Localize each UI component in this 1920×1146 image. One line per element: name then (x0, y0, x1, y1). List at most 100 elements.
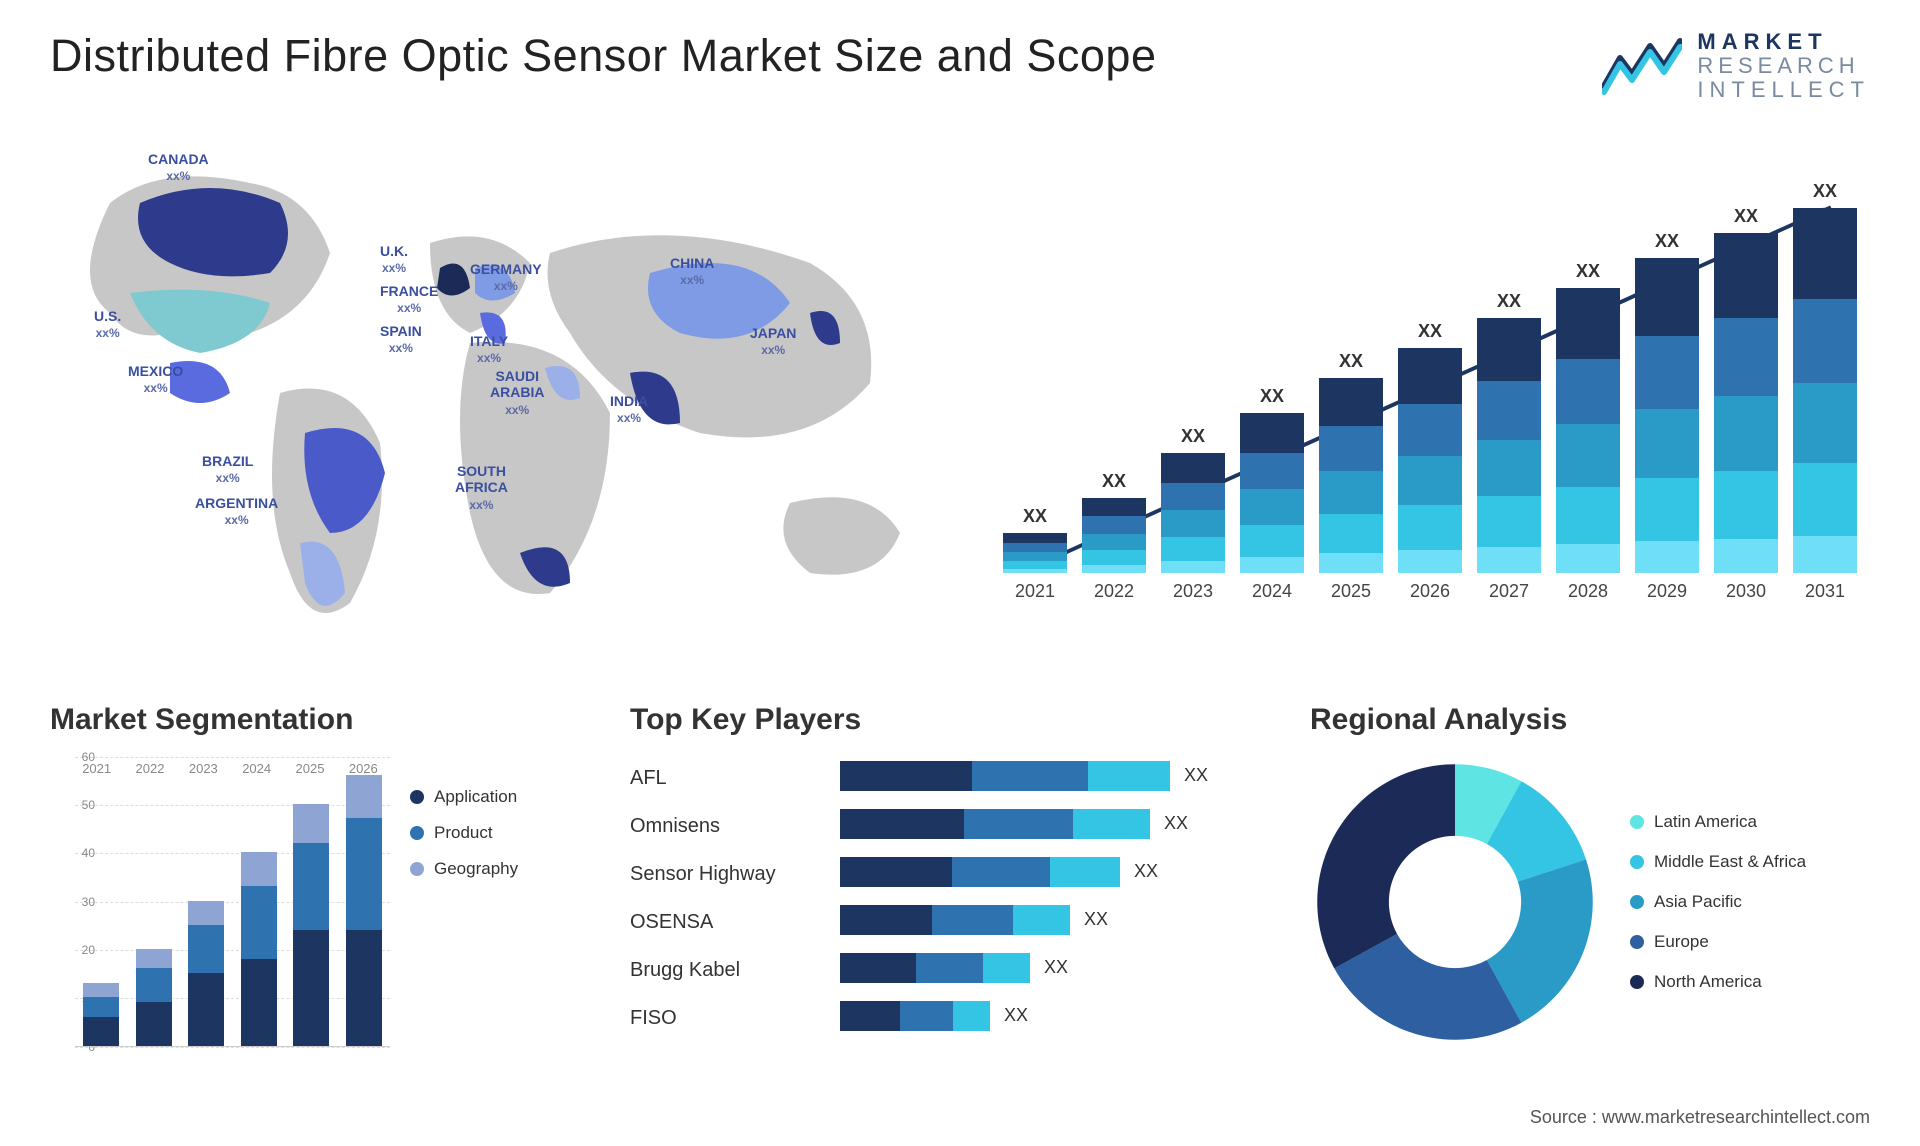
bar-segment (840, 953, 916, 983)
players-panel: Top Key Players AFLOmnisensSensor Highwa… (630, 703, 1270, 1103)
legend-swatch-icon (1630, 895, 1644, 909)
forecast-bar: XX (1316, 351, 1386, 573)
bar-segment (241, 959, 277, 1046)
bar-segment (136, 968, 172, 1002)
forecast-bar: XX (1711, 206, 1781, 573)
bar-segment (136, 949, 172, 968)
segmentation-chart: 0102030405060 202120222023202420252026 (50, 757, 390, 1067)
bar-segment (1240, 557, 1304, 573)
bar-segment (1635, 409, 1699, 478)
brand-mark-icon (1602, 36, 1682, 96)
forecast-bar: XX (1474, 291, 1544, 573)
segmentation-bar (136, 949, 172, 1046)
legend-swatch-icon (410, 790, 424, 804)
forecast-bar: XX (1079, 471, 1149, 573)
bar-value-label: XX (1418, 321, 1442, 342)
bar-segment (840, 905, 932, 935)
forecast-bar: XX (1632, 231, 1702, 573)
segmentation-title: Market Segmentation (50, 703, 590, 737)
bar-segment (1635, 541, 1699, 573)
bar-segment (932, 905, 1013, 935)
legend-swatch-icon (410, 826, 424, 840)
player-name: Omnisens (630, 811, 820, 841)
bar-segment (1793, 208, 1857, 299)
legend-label: Application (434, 787, 517, 807)
x-tick-label: 2028 (1553, 581, 1623, 602)
bar-value-label: XX (1497, 291, 1521, 312)
bar-value-label: XX (1102, 471, 1126, 492)
player-bar: XX (840, 809, 1270, 839)
bar-segment (1398, 505, 1462, 550)
bar-segment (1319, 426, 1383, 471)
legend-swatch-icon (410, 862, 424, 876)
map-label: FRANCExx% (380, 283, 438, 317)
legend-label: North America (1654, 972, 1762, 992)
x-tick-label: 2021 (1000, 581, 1070, 602)
bar-segment (83, 1017, 119, 1046)
bar-segment (1477, 318, 1541, 382)
bar-segment (1161, 561, 1225, 573)
map-label: ARGENTINAxx% (195, 495, 278, 529)
bar-segment (1161, 453, 1225, 483)
legend-label: Middle East & Africa (1654, 852, 1806, 872)
legend-item: Latin America (1630, 812, 1806, 832)
bar-segment (1556, 424, 1620, 487)
source-text: Source : www.marketresearchintellect.com (1530, 1107, 1870, 1128)
bar-segment (953, 1001, 991, 1031)
bar-segment (83, 997, 119, 1016)
bar-segment (1556, 544, 1620, 573)
bar-segment (1082, 498, 1146, 517)
bar-segment (1714, 318, 1778, 396)
bar-segment (241, 852, 277, 886)
segmentation-bar (293, 804, 329, 1046)
bar-segment (293, 843, 329, 930)
bar-segment (1793, 383, 1857, 463)
legend-swatch-icon (1630, 855, 1644, 869)
bar-value-label: XX (1023, 506, 1047, 527)
bar-segment (1240, 453, 1304, 490)
player-name: FISO (630, 1003, 820, 1033)
players-title: Top Key Players (630, 703, 1270, 737)
brand-logo: MARKET RESEARCH INTELLECT (1602, 30, 1870, 103)
x-tick-label: 2024 (1237, 581, 1307, 602)
bar-segment (188, 925, 224, 973)
forecast-bar: XX (1000, 506, 1070, 573)
bar-segment (1793, 463, 1857, 536)
bar-segment (1082, 516, 1146, 533)
legend-item: Middle East & Africa (1630, 852, 1806, 872)
map-label: CHINAxx% (670, 255, 714, 289)
x-tick-label: 2026 (1395, 581, 1465, 602)
player-bar: XX (840, 857, 1270, 887)
bar-segment (1240, 413, 1304, 453)
bar-segment (1082, 550, 1146, 565)
bar-segment (1477, 440, 1541, 496)
map-label: SAUDIARABIAxx% (490, 368, 544, 418)
bar-value-label: XX (1655, 231, 1679, 252)
bar-segment (1319, 378, 1383, 427)
bar-segment (241, 886, 277, 959)
legend-item: Europe (1630, 932, 1806, 952)
legend-swatch-icon (1630, 975, 1644, 989)
bar-segment (916, 953, 983, 983)
players-labels: AFLOmnisensSensor HighwayOSENSABrugg Kab… (630, 757, 820, 1033)
bar-segment (1319, 553, 1383, 573)
regional-title: Regional Analysis (1310, 703, 1870, 737)
bar-segment (1013, 905, 1071, 935)
map-label: ITALYxx% (470, 333, 508, 367)
x-tick-label: 2031 (1790, 581, 1860, 602)
map-label: SPAINxx% (380, 323, 422, 357)
bar-segment (1793, 299, 1857, 383)
bar-value-label: XX (1004, 1005, 1028, 1026)
bar-segment (1714, 471, 1778, 539)
bar-segment (1161, 537, 1225, 561)
map-label: INDIAxx% (610, 393, 648, 427)
bar-segment (1714, 396, 1778, 471)
map-label: MEXICOxx% (128, 363, 183, 397)
legend-swatch-icon (1630, 935, 1644, 949)
x-tick-label: 2022 (1079, 581, 1149, 602)
bar-segment (188, 973, 224, 1046)
bar-segment (900, 1001, 953, 1031)
bar-segment (83, 983, 119, 998)
x-tick-label: 2030 (1711, 581, 1781, 602)
x-tick-label: 2023 (1158, 581, 1228, 602)
